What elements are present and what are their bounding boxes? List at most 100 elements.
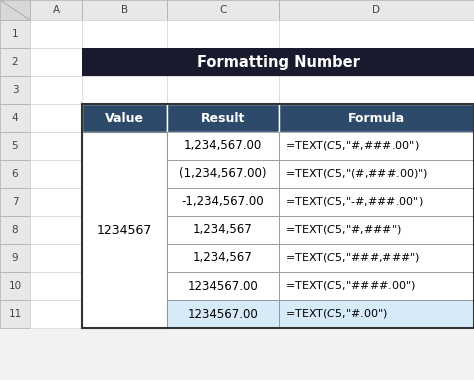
Text: 1: 1 (12, 29, 18, 39)
Bar (82, 132, 167, 328)
Text: 1,234,567: 1,234,567 (193, 223, 253, 236)
Bar (279, 300, 474, 328)
Bar (30, 272, 82, 300)
Bar (0, 0, 474, 328)
Bar (167, 20, 279, 48)
Text: =TEXT($C$5,"(#,###.00)"): =TEXT($C$5,"(#,###.00)") (285, 168, 428, 180)
Bar (279, 216, 474, 244)
Bar (167, 132, 279, 160)
Text: 9: 9 (12, 253, 18, 263)
Bar (167, 104, 279, 132)
Bar (82, 132, 167, 160)
Bar (279, 20, 474, 48)
Bar (279, 104, 474, 132)
Text: Value: Value (105, 111, 144, 125)
Bar (279, 132, 474, 160)
Bar (0, 188, 30, 216)
Bar (0, 160, 30, 188)
Bar (279, 132, 474, 160)
Bar (82, 244, 167, 272)
Bar (82, 104, 167, 132)
Bar (167, 244, 279, 272)
Bar (167, 160, 279, 188)
Text: =TEXT($C$5,"#.00"): =TEXT($C$5,"#.00") (285, 307, 388, 320)
Text: 3: 3 (12, 85, 18, 95)
Bar (167, 300, 279, 328)
Bar (30, 104, 82, 132)
Text: (1,234,567.00): (1,234,567.00) (179, 168, 267, 180)
Bar (30, 160, 82, 188)
Bar (30, 244, 82, 272)
Text: =TEXT($C$5,"####.00"): =TEXT($C$5,"####.00") (285, 280, 416, 293)
Bar (167, 76, 279, 104)
Bar (279, 216, 474, 244)
Text: 5: 5 (12, 141, 18, 151)
Text: A: A (53, 5, 60, 15)
Text: 1234567.00: 1234567.00 (188, 307, 258, 320)
Bar (82, 160, 167, 188)
Text: 1234567.00: 1234567.00 (188, 280, 258, 293)
Bar (167, 104, 279, 132)
Bar (167, 216, 279, 244)
Bar (0, 272, 30, 300)
Text: 2: 2 (12, 57, 18, 67)
Text: 1,234,567.00: 1,234,567.00 (184, 139, 262, 152)
Bar (279, 272, 474, 300)
Bar (279, 0, 474, 20)
Bar (167, 160, 279, 188)
Bar (279, 76, 474, 104)
Text: -1,234,567.00: -1,234,567.00 (182, 195, 264, 209)
Bar (167, 244, 279, 272)
Bar (0, 48, 30, 76)
Text: =TEXT($C$5,"###,###"): =TEXT($C$5,"###,###") (285, 252, 420, 264)
Bar (30, 48, 82, 76)
Text: 1234567: 1234567 (97, 223, 152, 236)
Text: 6: 6 (12, 169, 18, 179)
Bar (279, 272, 474, 300)
Text: 4: 4 (12, 113, 18, 123)
Bar (167, 48, 279, 76)
Bar (82, 188, 167, 216)
Bar (279, 160, 474, 188)
Bar (30, 20, 82, 48)
Bar (0, 76, 30, 104)
Text: 1,234,567: 1,234,567 (193, 252, 253, 264)
Bar (30, 76, 82, 104)
Bar (167, 132, 279, 160)
Bar (279, 48, 474, 76)
Text: 7: 7 (12, 197, 18, 207)
Text: =TEXT($C$5,"#,###.00"): =TEXT($C$5,"#,###.00") (285, 139, 419, 152)
Bar (82, 20, 167, 48)
Bar (30, 216, 82, 244)
Bar (167, 0, 279, 20)
Bar (279, 300, 474, 328)
Bar (82, 104, 474, 328)
Bar (167, 216, 279, 244)
Text: D: D (373, 5, 381, 15)
Bar (82, 216, 167, 244)
Bar (279, 244, 474, 272)
Bar (167, 188, 279, 216)
Bar (0, 216, 30, 244)
Bar (167, 188, 279, 216)
Text: 8: 8 (12, 225, 18, 235)
Bar (279, 188, 474, 216)
Bar (0, 104, 30, 132)
Text: 11: 11 (9, 309, 22, 319)
Bar (279, 104, 474, 132)
Bar (82, 300, 167, 328)
Text: =TEXT($C$5,"-#,###.00"): =TEXT($C$5,"-#,###.00") (285, 195, 423, 209)
Text: =TEXT($C$5,"#,###"): =TEXT($C$5,"#,###") (285, 223, 402, 236)
Bar (82, 272, 167, 300)
Bar (279, 160, 474, 188)
Bar (30, 300, 82, 328)
Text: C: C (219, 5, 227, 15)
Bar (30, 132, 82, 160)
Bar (30, 0, 82, 20)
Bar (82, 76, 167, 104)
Bar (279, 188, 474, 216)
Bar (167, 272, 279, 300)
Text: Formula: Formula (348, 111, 405, 125)
Bar (0, 300, 30, 328)
Bar (82, 0, 167, 20)
